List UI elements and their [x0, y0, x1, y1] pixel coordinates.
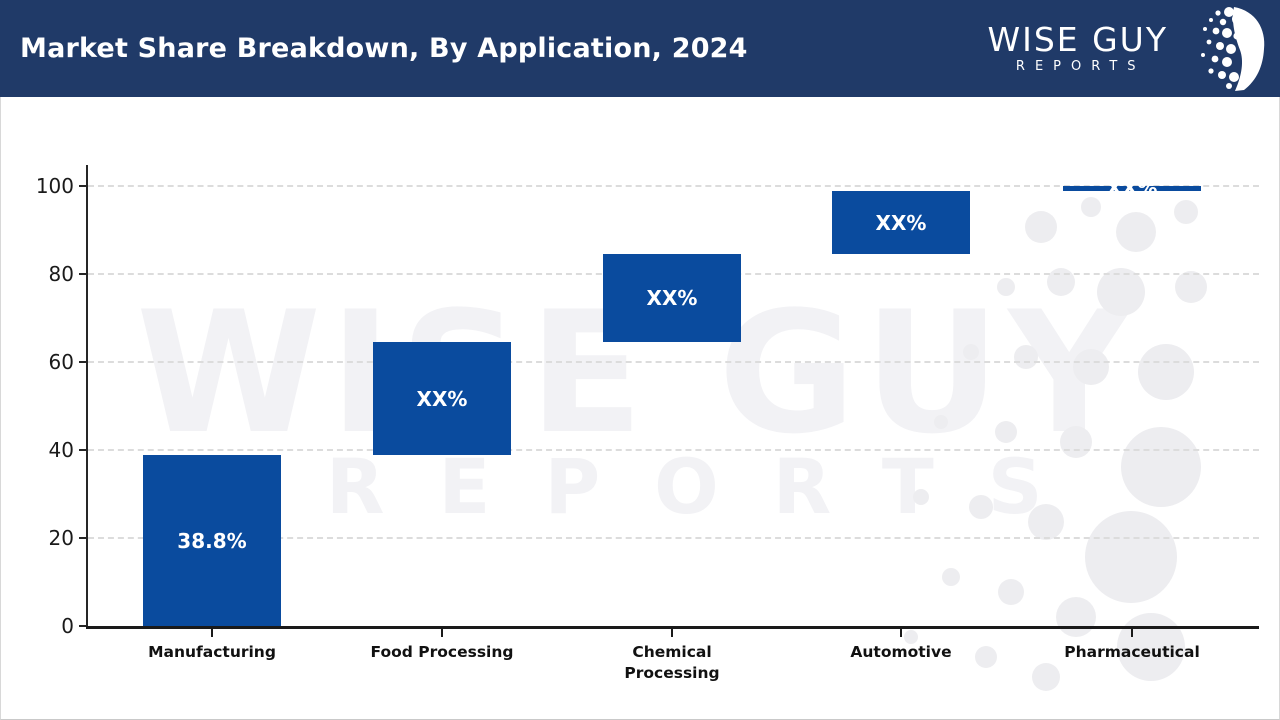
x-axis-label-line: Processing: [624, 663, 720, 682]
x-axis-label-automotive: Automotive: [806, 642, 996, 663]
x-axis-label-line: Pharmaceutical: [1064, 643, 1200, 661]
logo-wordmark: WISE GUY: [987, 20, 1168, 60]
y-axis-label: 20: [48, 526, 74, 550]
x-tick-mark: [671, 629, 673, 637]
brand-logo: WISE GUY REPORTS: [987, 5, 1266, 93]
y-axis-label: 0: [61, 614, 74, 638]
x-axis-label-food-processing: Food Processing: [347, 642, 537, 663]
axis-spine-left: [86, 165, 88, 628]
x-axis-label-line: Food Processing: [370, 643, 514, 661]
x-tick-mark: [211, 629, 213, 637]
y-tick-mark: [79, 361, 87, 363]
x-tick-mark: [441, 629, 443, 637]
bar-manufacturing: 38.8%: [143, 455, 281, 626]
y-axis-label: 100: [35, 174, 74, 198]
bar-value-label: 38.8%: [177, 528, 247, 553]
bar-food-processing: XX%: [373, 342, 511, 456]
gridline: [88, 449, 1259, 451]
y-tick-mark: [79, 185, 87, 187]
bar-pharmaceutical: XX%: [1063, 176, 1201, 200]
logo-subtext: REPORTS: [1015, 58, 1146, 74]
gridline: [88, 537, 1259, 539]
y-tick-mark: [79, 625, 87, 627]
x-axis-label-pharmaceutical: Pharmaceutical: [1037, 642, 1227, 663]
x-axis-label-manufacturing: Manufacturing: [117, 642, 307, 663]
x-axis-label-chemical-processing: Chemical Processing: [577, 642, 767, 684]
x-tick-mark: [1131, 629, 1133, 637]
axis-spine-bottom: [86, 626, 1259, 629]
y-axis-label: 40: [48, 438, 74, 462]
x-axis-label-line: Manufacturing: [148, 643, 276, 661]
x-axis-label-line: Chemical: [632, 643, 712, 661]
watermark-subtext: REPORTS: [326, 442, 1097, 531]
watermark-face-dots: [904, 197, 1207, 691]
x-tick-mark: [900, 629, 902, 637]
brand-logo-text: WISE GUY REPORTS: [987, 23, 1168, 74]
bar-value-label: XX%: [416, 386, 468, 411]
gridline: [88, 361, 1259, 363]
y-axis-label: 80: [48, 262, 74, 286]
chart-area: WISE GUY REPORTS 0 20 40 60 80 100 38.8% XX% XX%…: [0, 97, 1280, 720]
gridline: [88, 185, 1259, 187]
bar-chemical-processing: XX%: [603, 254, 741, 343]
y-axis-label: 60: [48, 350, 74, 374]
y-tick-mark: [79, 537, 87, 539]
y-tick-mark: [79, 449, 87, 451]
bar-automotive: XX%: [832, 190, 970, 255]
page-title: Market Share Breakdown, By Application, …: [20, 33, 748, 64]
bar-value-label: XX%: [1106, 176, 1158, 201]
header: Market Share Breakdown, By Application, …: [0, 0, 1280, 97]
bar-value-label: XX%: [646, 286, 698, 311]
y-tick-mark: [79, 273, 87, 275]
bar-value-label: XX%: [875, 210, 927, 235]
logo-face-icon: [1201, 6, 1265, 91]
x-axis-label-line: Automotive: [850, 643, 952, 661]
